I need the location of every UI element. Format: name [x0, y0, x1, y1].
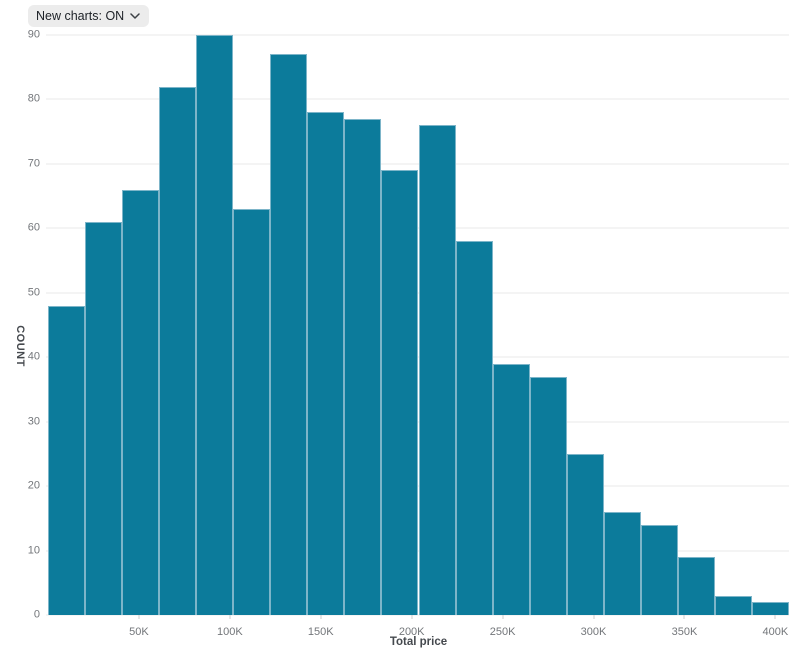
- x-axis-label: Total price: [389, 636, 448, 648]
- histogram-bar[interactable]: [751, 602, 789, 615]
- histogram-bar[interactable]: [381, 170, 419, 615]
- histogram-bar[interactable]: [159, 86, 197, 615]
- y-tick-label: 50: [27, 286, 40, 299]
- histogram-bar[interactable]: [677, 557, 715, 615]
- new-charts-dropdown-label: New charts: ON: [36, 9, 125, 23]
- x-tick-label: 300K: [580, 626, 607, 638]
- histogram-bar[interactable]: [307, 112, 345, 615]
- gridline: [46, 98, 789, 100]
- y-tick-label: 70: [27, 157, 40, 170]
- x-tick-label: 350K: [671, 626, 698, 638]
- gridline: [46, 163, 789, 165]
- histogram-bar[interactable]: [418, 125, 456, 615]
- gridline: [46, 34, 789, 36]
- histogram-bar[interactable]: [270, 54, 308, 615]
- x-tick-mark: [411, 615, 413, 619]
- x-tick-mark: [774, 615, 776, 619]
- histogram-bar[interactable]: [714, 595, 752, 615]
- x-tick-label: 150K: [307, 626, 334, 638]
- histogram-bar[interactable]: [566, 453, 604, 615]
- x-tick-mark: [502, 615, 504, 619]
- x-tick-label: 250K: [489, 626, 516, 638]
- x-tick-mark: [138, 615, 140, 619]
- x-tick-label: 100K: [216, 626, 243, 638]
- y-tick-label: 20: [27, 479, 40, 492]
- histogram-bar[interactable]: [196, 35, 234, 615]
- histogram-bar[interactable]: [85, 221, 123, 615]
- chevron-down-icon: [130, 13, 140, 19]
- y-tick-label: 60: [27, 221, 40, 234]
- histogram-bar[interactable]: [233, 209, 271, 615]
- gridline: [46, 614, 789, 616]
- y-tick-label: 30: [27, 415, 40, 428]
- x-tick-label: 400K: [762, 626, 789, 638]
- y-axis-ticks: 0 10 20 30 40 50 60 70 80 90: [0, 29, 40, 620]
- histogram-bar[interactable]: [455, 241, 493, 615]
- histogram-bar[interactable]: [603, 511, 641, 615]
- plot-area: [46, 34, 789, 619]
- histogram-bar[interactable]: [344, 118, 382, 615]
- y-tick-label: 0: [33, 608, 40, 621]
- x-tick-label: 200K: [398, 626, 425, 638]
- y-tick-label: 80: [27, 92, 40, 105]
- y-tick-label: 10: [27, 544, 40, 557]
- y-tick-label: 40: [27, 350, 40, 363]
- histogram-bar[interactable]: [529, 376, 567, 615]
- y-tick-label: 90: [27, 28, 40, 41]
- histogram-bar[interactable]: [492, 363, 530, 615]
- x-tick-mark: [593, 615, 595, 619]
- x-axis-ticks: 50K 100K 150K 200K 250K 300K 350K 400K: [48, 626, 789, 640]
- x-tick-label: 50K: [129, 626, 149, 638]
- histogram-bar[interactable]: [640, 524, 678, 615]
- x-tick-mark: [320, 615, 322, 619]
- histogram-bar[interactable]: [122, 189, 160, 615]
- y-axis-label: COUNT: [14, 325, 26, 367]
- histogram-bar[interactable]: [48, 305, 86, 615]
- x-tick-mark: [683, 615, 685, 619]
- x-tick-mark: [229, 615, 231, 619]
- new-charts-dropdown[interactable]: New charts: ON: [28, 5, 150, 27]
